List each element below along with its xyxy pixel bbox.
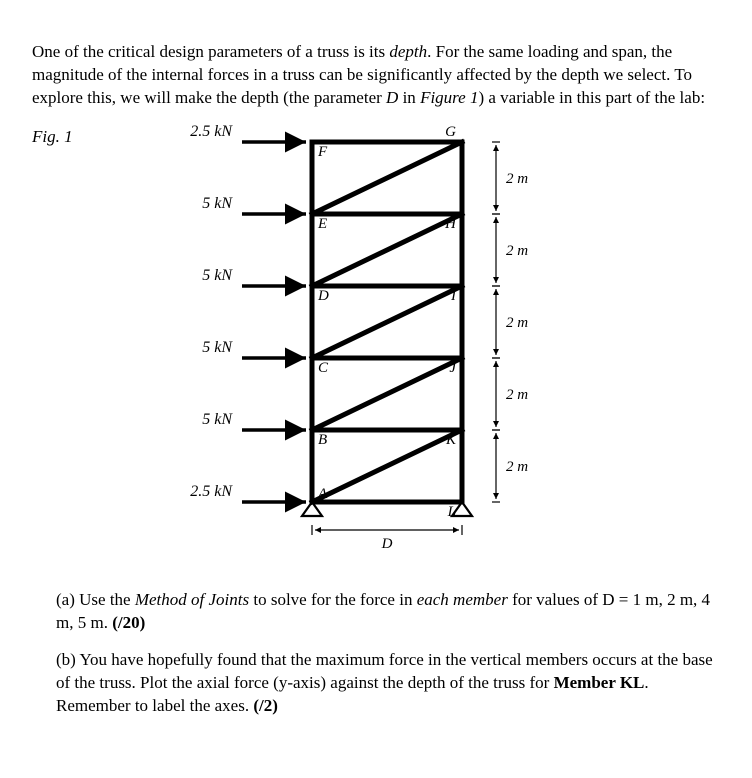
svg-text:2 m: 2 m	[506, 171, 528, 187]
intro-d-var: D	[386, 88, 398, 107]
svg-text:5 kN: 5 kN	[202, 267, 233, 284]
figure-label: Fig. 1	[32, 122, 112, 149]
svg-text:C: C	[318, 360, 329, 376]
svg-text:5 kN: 5 kN	[202, 411, 233, 428]
svg-text:K: K	[445, 432, 457, 448]
svg-text:5 kN: 5 kN	[202, 339, 233, 356]
svg-text:2 m: 2 m	[506, 459, 528, 475]
intro-paragraph: One of the critical design parameters of…	[32, 41, 720, 110]
svg-text:2.5 kN: 2.5 kN	[190, 483, 233, 500]
question-a: (a) Use the Method of Joints to solve fo…	[56, 589, 720, 635]
intro-figref: Figure 1	[420, 88, 478, 107]
qa-method: Method of Joints	[135, 590, 249, 609]
intro-text-1: One of the critical design parameters of…	[32, 42, 389, 61]
svg-text:D: D	[317, 288, 329, 304]
qa-each: each member	[417, 590, 508, 609]
svg-text:D: D	[381, 536, 393, 552]
svg-text:2 m: 2 m	[506, 387, 528, 403]
question-a-tag: (a)	[56, 590, 75, 609]
intro-depth: depth	[389, 42, 427, 61]
question-b: (b) You have hopefully found that the ma…	[56, 649, 720, 718]
qb-marks: (/2)	[253, 696, 278, 715]
intro-in: in	[398, 88, 420, 107]
svg-text:2 m: 2 m	[506, 315, 528, 331]
svg-text:L: L	[447, 504, 456, 520]
intro-text-3: ) a variable in this part of the lab:	[478, 88, 705, 107]
svg-text:E: E	[317, 216, 327, 232]
questions: (a) Use the Method of Joints to solve fo…	[32, 589, 720, 718]
qa-pre: Use the	[75, 590, 135, 609]
svg-text:H: H	[444, 216, 457, 232]
qa-mid: to solve for the force in	[249, 590, 417, 609]
svg-text:A: A	[317, 486, 328, 502]
truss-diagram: 2.5 kN5 kN5 kN5 kN5 kN2.5 kNFEDCBAGHIJKL…	[112, 122, 632, 569]
qa-marks: (/20)	[112, 613, 145, 632]
figure-block: Fig. 1 2.5 kN 5 kN 5 kN 5 kN 5 kN 2.5 kN F E D C B…	[32, 122, 720, 569]
svg-text:F: F	[317, 144, 328, 160]
svg-text:2.5 kN: 2.5 kN	[190, 123, 233, 140]
svg-text:G: G	[445, 124, 456, 140]
svg-text:B: B	[318, 432, 327, 448]
question-b-tag: (b)	[56, 650, 76, 669]
svg-text:I: I	[450, 288, 457, 304]
svg-text:5 kN: 5 kN	[202, 195, 233, 212]
qb-member: Member KL	[554, 673, 645, 692]
svg-text:2 m: 2 m	[506, 243, 528, 259]
